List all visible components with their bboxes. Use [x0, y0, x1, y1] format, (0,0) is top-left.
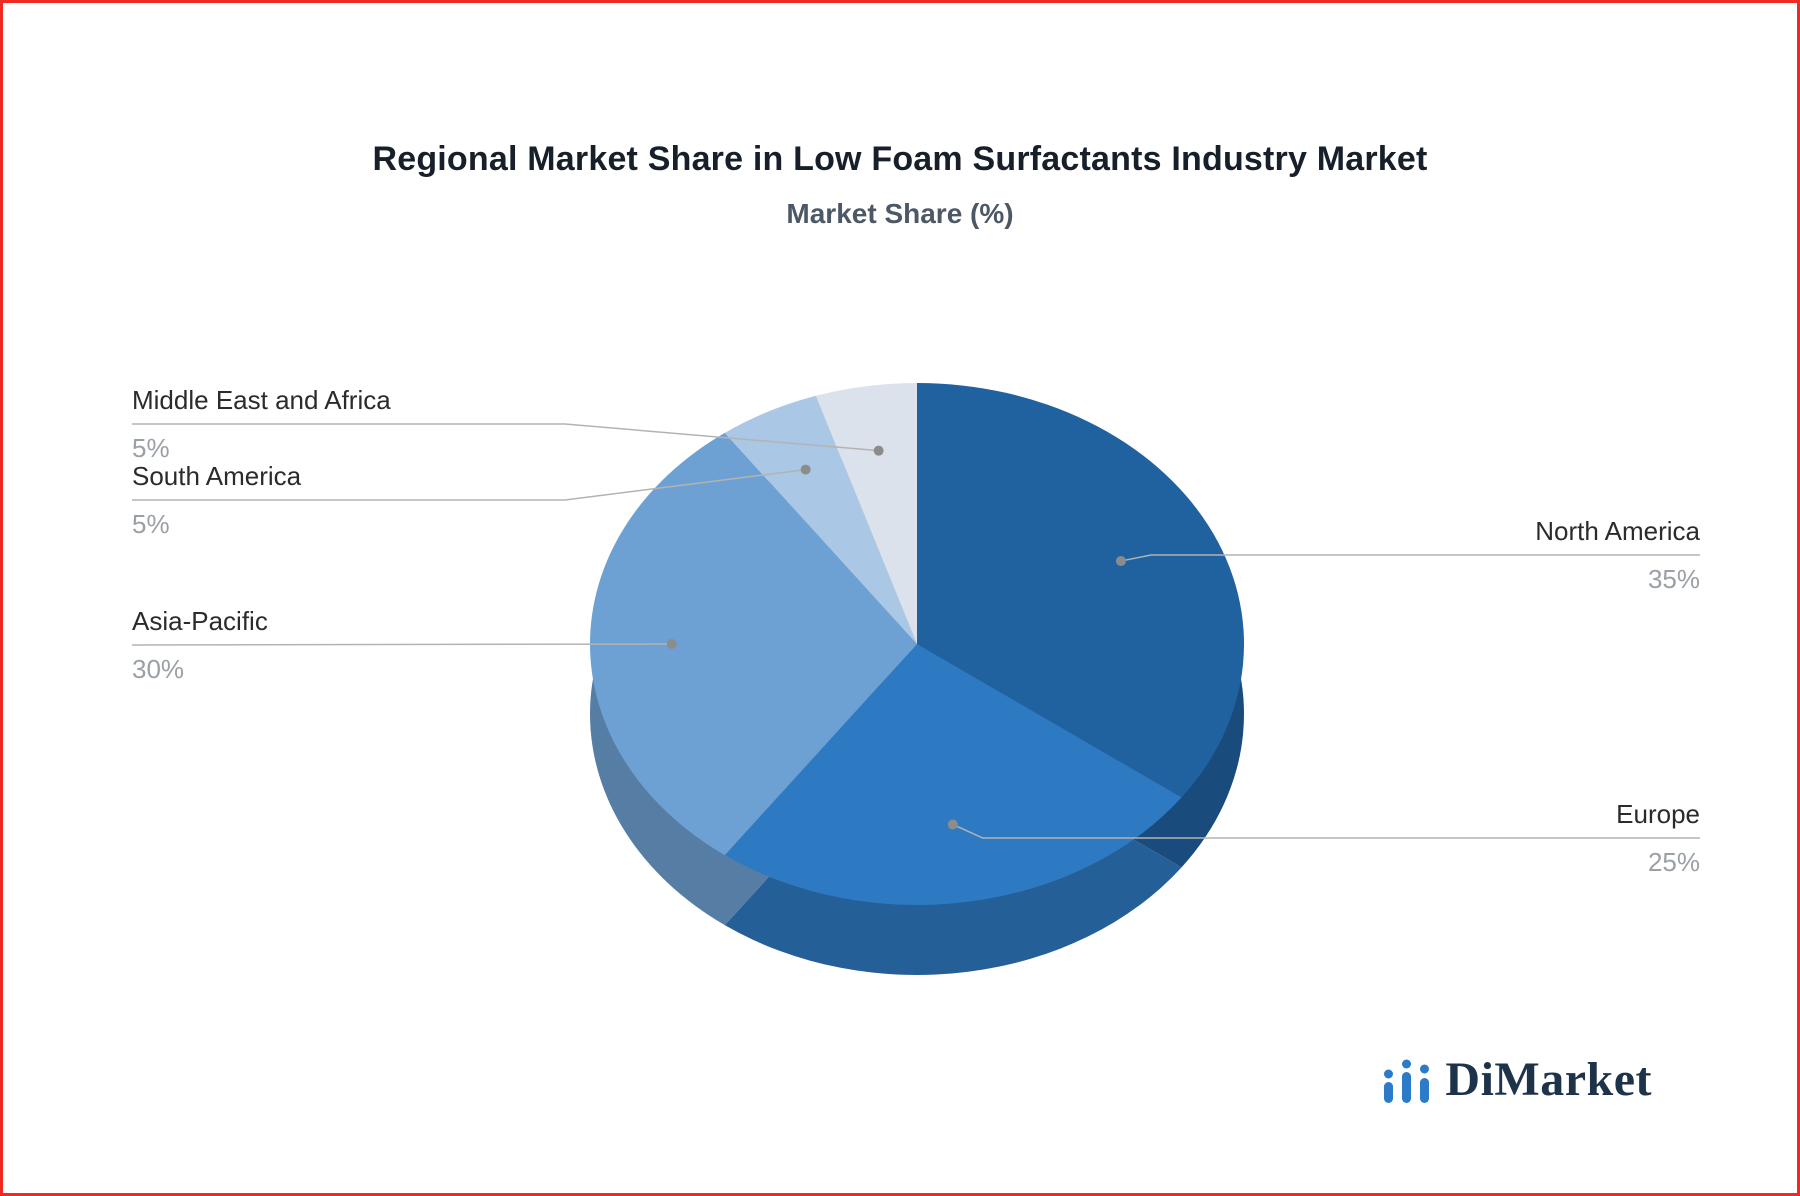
pie-slice-3[interactable] — [724, 395, 917, 644]
leader-line-0 — [1120, 554, 1700, 562]
dimarket-logo: DiMarket — [1381, 1052, 1652, 1107]
chart-subtitle: Market Share (%) — [786, 198, 1014, 229]
leader-line-1 — [952, 823, 1700, 839]
leader-dot-1 — [947, 819, 958, 830]
chart-title: Regional Market Share in Low Foam Surfac… — [372, 140, 1428, 178]
leader-line-2 — [131, 643, 672, 646]
bar-chart-icon — [1384, 1059, 1430, 1103]
leader-dot-3 — [800, 464, 811, 475]
pie-slice-4[interactable] — [815, 383, 917, 644]
leader-dot-2 — [666, 639, 677, 649]
pie-slice-2[interactable] — [590, 432, 917, 856]
leader-dot-4 — [873, 445, 884, 456]
pie-slice-0[interactable] — [917, 383, 1244, 798]
leader-line-4 — [132, 423, 879, 452]
dimarket-logo-text: DiMarket — [1445, 1053, 1652, 1106]
leader-line-3 — [132, 468, 806, 501]
leader-dot-0 — [1115, 556, 1126, 567]
pie-slice-1[interactable] — [724, 644, 1182, 905]
